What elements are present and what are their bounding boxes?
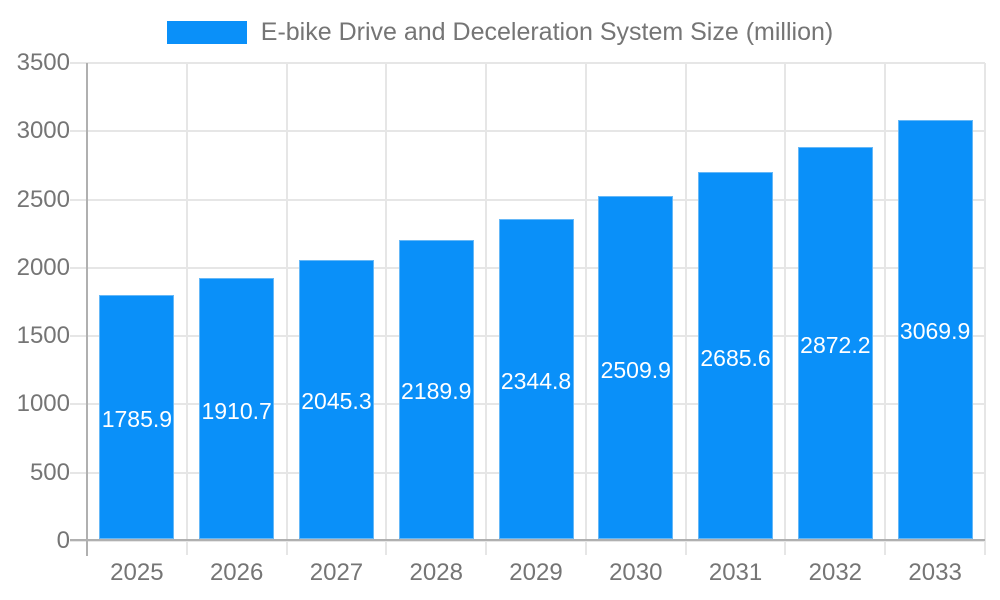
bar-value-label: 2189.9 [401,378,472,405]
x-axis-tick-label: 2029 [509,559,563,586]
x-gridline [485,63,488,555]
x-gridline [285,63,288,555]
bar[interactable] [797,146,873,539]
x-axis-tick-label: 2026 [209,559,264,586]
x-gridline [884,63,887,555]
legend-swatch [166,21,247,44]
y-axis-line [86,63,88,556]
bar[interactable] [598,196,674,539]
bar[interactable] [99,295,175,539]
y-axis-tick-label: 3000 [16,117,70,145]
bar-value-label: 2045.3 [301,388,372,415]
y-axis-tick-label: 1500 [16,322,70,350]
bar-value-label: 1785.9 [101,406,173,433]
x-axis-tick-label: 2028 [409,559,463,586]
bar-value-label: 2509.9 [600,356,671,383]
y-axis-tick-label: 0 [56,527,70,554]
legend-label: E-bike Drive and Deceleration System Siz… [260,18,834,46]
y-gridline [70,540,985,542]
y-gridline [70,130,985,133]
bar-value-label: 1910.7 [201,397,272,424]
x-axis-tick-label: 2032 [808,559,863,586]
bar[interactable] [298,259,374,539]
bar-value-label: 3069.9 [899,318,971,345]
bar[interactable] [199,278,275,539]
x-gridline [185,63,188,555]
legend-item[interactable]: E-bike Drive and Deceleration System Siz… [0,18,1000,47]
bar-value-label: 2872.2 [800,331,871,358]
x-axis-tick-label: 2031 [708,559,763,586]
x-gridline [684,63,687,555]
y-axis-tick-label: 2500 [16,185,70,213]
y-axis-tick-label: 2000 [16,253,70,281]
y-gridline [70,198,985,201]
y-axis-tick-label: 500 [29,458,70,486]
x-gridline [584,63,587,555]
bar[interactable] [698,172,774,539]
bar[interactable] [398,239,474,539]
x-axis-line [70,539,985,541]
y-axis-tick-label: 3500 [16,49,70,76]
bar-value-label: 2685.6 [700,344,771,371]
x-axis-tick-label: 2030 [609,559,663,586]
y-axis-tick-label: 1000 [16,390,70,418]
bar[interactable] [897,119,973,539]
x-gridline [784,63,787,555]
y-gridline [70,62,985,64]
x-gridline [984,63,986,555]
x-axis-tick-label: 2025 [110,559,164,586]
x-axis-tick-label: 2033 [908,559,962,586]
plot-area: 0 500 1000 1500 2000 2500 3000 3500 1785.9 2025 19… [17,51,986,586]
bar-value-label: 2344.8 [500,367,572,394]
bar[interactable] [498,218,574,539]
x-axis-tick-label: 2027 [309,559,364,586]
x-gridline [385,63,388,555]
